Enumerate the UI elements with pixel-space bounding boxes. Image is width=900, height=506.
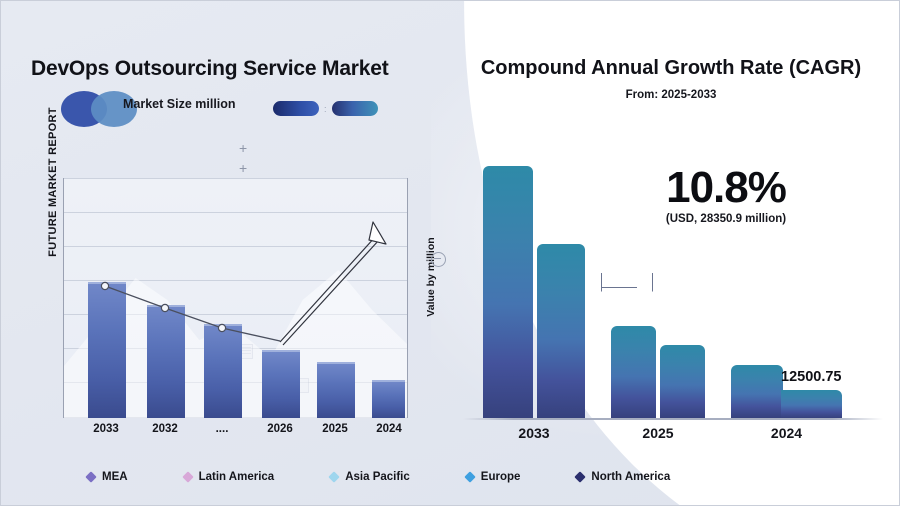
legend-label: Asia Pacific — [345, 471, 410, 483]
x-label-2: .... — [215, 423, 229, 435]
gradient-pill-secondary — [331, 101, 378, 116]
gridline — [64, 280, 407, 281]
cagr-bar-chart: 2033 2025 2024 12500.75 — [441, 1, 899, 505]
legend-item-mea[interactable]: MEA — [85, 471, 128, 483]
cagr-subtitle: From: 2025-2033 — [625, 89, 717, 101]
cagr-x-label-0: 2033 — [518, 425, 550, 441]
bracket-marker — [601, 273, 653, 292]
legend-label: Latin America — [198, 471, 275, 483]
cagr-baseline — [463, 418, 883, 420]
logo-circle-light — [91, 91, 137, 127]
bar-2025 — [317, 362, 355, 418]
bar-2024 — [372, 380, 405, 418]
market-size-bar-chart — [63, 178, 408, 418]
trend-line-and-arrow — [100, 221, 387, 346]
cagr-bar-2025-primary — [611, 326, 656, 418]
cagr-bar-2024-secondary — [781, 390, 842, 418]
page-title: DevOps Outsourcing Service Market — [31, 57, 389, 80]
cagr-bar-2025-secondary — [660, 345, 705, 418]
cagr-bar-2024-primary — [731, 365, 783, 418]
legend-label: MEA — [102, 471, 128, 483]
legend-item-asia-pacific[interactable]: Asia Pacific — [328, 471, 410, 483]
legend-marker-icon — [85, 471, 97, 483]
cagr-end-value-label: 12500.75 — [781, 369, 842, 385]
series-legend-label: Market Size million — [123, 97, 236, 111]
pill-separator: : — [324, 103, 327, 114]
legend-item-europe[interactable]: Europe — [464, 471, 521, 483]
chart-legend: MEA Latin America Asia Pacific Europe No… — [1, 465, 899, 489]
plus-icon-top: + — [239, 140, 248, 156]
left-panel: DevOps Outsourcing Service Market Market… — [1, 1, 461, 505]
gradient-pill-group: : — [273, 101, 378, 116]
legend-item-latin-america[interactable]: Latin America — [181, 471, 275, 483]
gridline — [64, 246, 407, 247]
plus-icon-bottom: + — [239, 160, 248, 176]
cagr-value: 10.8% — [666, 163, 787, 212]
cagr-x-label-1: 2025 — [642, 425, 674, 441]
gridline — [64, 314, 407, 315]
gridline — [64, 178, 407, 179]
right-panel: Compound Annual Growth Rate (CAGR) From:… — [441, 1, 899, 505]
legend-label: Europe — [480, 471, 521, 483]
cagr-title: Compound Annual Growth Rate (CAGR) — [480, 57, 862, 79]
legend-marker-icon — [574, 471, 587, 483]
bar-series — [64, 178, 407, 418]
bar-2026 — [262, 350, 300, 418]
x-label-4: 2025 — [322, 423, 348, 435]
x-label-5: 2024 — [376, 423, 402, 435]
x-label-0: 2033 — [93, 423, 119, 435]
x-label-3: 2026 — [267, 423, 293, 435]
legend-marker-icon — [464, 471, 476, 483]
legend-marker-icon — [181, 471, 194, 483]
bracket-marker-line — [601, 287, 637, 289]
legend-marker-icon — [328, 471, 340, 483]
brand-logo-icon — [61, 91, 137, 127]
cagr-note: (USD, 28350.9 million) — [665, 213, 787, 225]
x-label-1: 2032 — [152, 423, 178, 435]
gradient-pill-primary — [273, 101, 319, 116]
left-axis-label: FUTURE MARKET REPORT — [47, 107, 59, 257]
value-axis-label: Value by million — [425, 237, 437, 317]
circle-minus-icon — [431, 252, 446, 267]
cagr-x-label-2: 2024 — [770, 425, 803, 441]
x-axis-labels: 2033 2032 .... 2026 2025 2024 — [63, 423, 408, 445]
cagr-bar-2033-secondary — [537, 244, 585, 418]
legend-label: North America — [591, 471, 671, 483]
gridline — [64, 212, 407, 213]
cagr-bar-2033-primary — [483, 166, 533, 418]
legend-item-north-america[interactable]: North America — [574, 471, 671, 483]
